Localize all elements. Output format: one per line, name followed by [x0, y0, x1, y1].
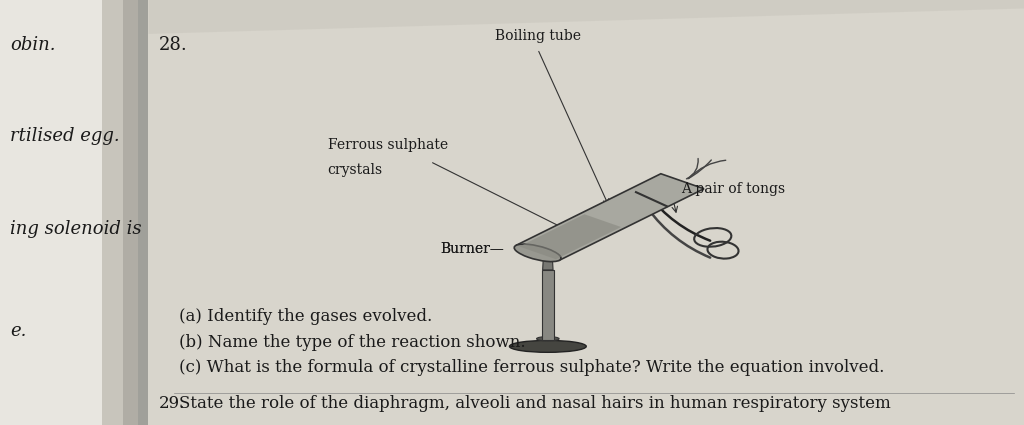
Polygon shape	[138, 0, 148, 425]
Polygon shape	[543, 259, 553, 270]
Polygon shape	[516, 174, 703, 261]
Text: Boiling tube: Boiling tube	[495, 29, 581, 43]
Text: A pair of tongs: A pair of tongs	[681, 182, 785, 196]
Text: e.: e.	[10, 323, 27, 340]
Text: 29.: 29.	[159, 395, 185, 412]
Text: Burner—: Burner—	[440, 242, 504, 255]
Polygon shape	[102, 0, 148, 425]
Ellipse shape	[510, 340, 586, 352]
Polygon shape	[123, 0, 148, 425]
Polygon shape	[542, 244, 554, 259]
Text: ing solenoid is: ing solenoid is	[10, 221, 142, 238]
FancyBboxPatch shape	[148, 0, 1024, 425]
Polygon shape	[541, 247, 549, 259]
Polygon shape	[542, 270, 554, 340]
Text: 28.: 28.	[159, 36, 187, 54]
Text: (c) What is the formula of crystalline ferrous sulphate? Write the equation invo: (c) What is the formula of crystalline f…	[179, 359, 885, 376]
Text: crystals: crystals	[328, 163, 383, 177]
Text: Ferrous sulphate: Ferrous sulphate	[328, 138, 447, 151]
Text: State the role of the diaphragm, alveoli and nasal hairs in human respiratory sy: State the role of the diaphragm, alveoli…	[179, 395, 891, 412]
Ellipse shape	[537, 337, 559, 341]
Ellipse shape	[514, 244, 561, 262]
Text: Burner—: Burner—	[440, 242, 504, 255]
Polygon shape	[148, 0, 1024, 34]
Text: rtilised egg.: rtilised egg.	[10, 127, 120, 145]
Polygon shape	[519, 214, 622, 259]
Text: obin.: obin.	[10, 36, 55, 54]
Text: (a) Identify the gases evolved.: (a) Identify the gases evolved.	[179, 308, 432, 325]
FancyBboxPatch shape	[0, 0, 148, 425]
Text: (b) Name the type of the reaction shown.: (b) Name the type of the reaction shown.	[179, 334, 526, 351]
Polygon shape	[547, 249, 555, 259]
